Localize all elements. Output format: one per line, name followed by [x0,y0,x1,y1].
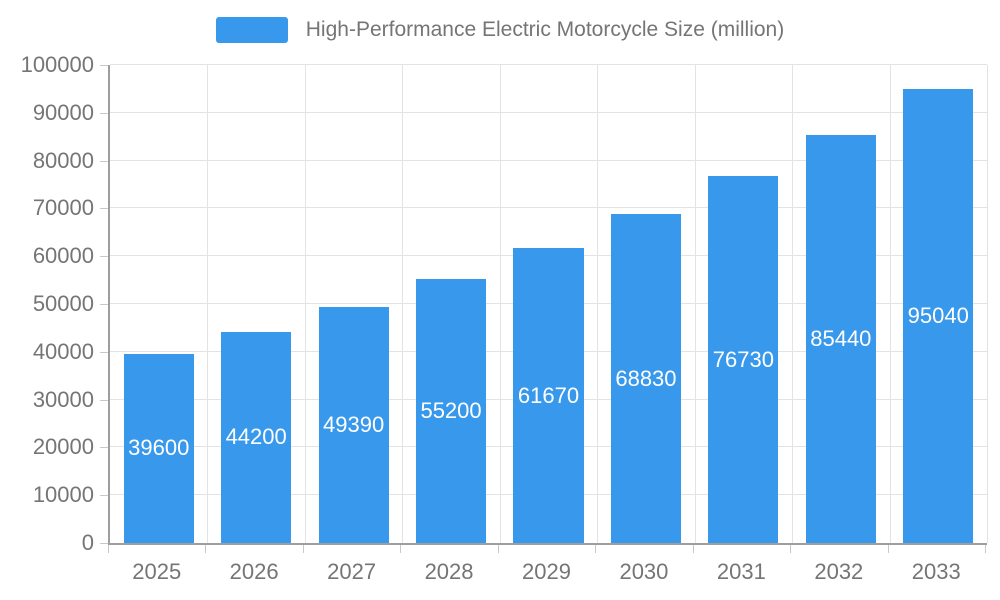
x-axis-tick [595,545,597,553]
gridline-vertical [792,65,794,543]
bar[interactable]: 55200 [415,279,487,543]
bar[interactable]: 68830 [610,214,682,543]
y-axis-tick-label: 90000 [32,99,94,125]
x-axis-tick-label: 2031 [716,559,766,584]
legend[interactable]: High-Performance Electric Motorcycle Siz… [0,17,1000,43]
y-axis-tick [100,208,108,210]
bar[interactable]: 44200 [221,331,292,543]
y-axis-tick [100,160,108,162]
gridline-vertical [987,65,988,543]
gridline-vertical [304,65,306,543]
x-axis-tick-label: 2029 [522,559,571,584]
legend-label[interactable]: High-Performance Electric Motorcycle Siz… [305,18,785,41]
x-axis-tick-label: 2026 [229,559,279,584]
gridline-vertical [694,65,696,543]
bar-value-label: 85440 [810,325,872,351]
y-axis-tick [100,447,108,449]
bar[interactable]: 61670 [513,248,584,543]
y-axis-tick-label: 20000 [32,434,94,460]
y-axis-tick [100,112,108,114]
x-axis-tick-label: 2028 [424,559,474,584]
bar-value-label: 61670 [517,382,580,408]
y-axis-tick [100,351,108,353]
gridline-horizontal [110,64,987,65]
bar-value-label: 95040 [907,302,969,328]
x-axis-tick [205,545,207,553]
gridline-vertical [889,65,891,543]
y-axis-tick-label: 0 [81,530,94,555]
x-axis-tick-label: 2030 [619,559,669,584]
y-axis-tick-label: 100000 [20,52,94,77]
bar[interactable]: 85440 [805,134,876,543]
bar-value-label: 39600 [128,435,190,461]
x-axis-tick [985,545,986,553]
x-axis-tick [790,545,792,553]
bar-value-label: 76730 [712,346,774,372]
bar-value-label: 55200 [420,398,482,424]
gridline-vertical [402,65,404,543]
x-axis-tick-label: 2027 [327,559,377,584]
y-axis-tick [100,304,108,305]
plot-area: 39600 44200 49390 55200 61670 68830 76730 85440… [108,64,988,545]
x-axis-tick [692,545,694,553]
y-axis-tick-label: 70000 [32,195,94,221]
x-axis-tick-label: 2032 [814,559,864,584]
bar[interactable]: 95040 [903,88,974,543]
bar[interactable]: 39600 [123,353,194,543]
y-axis-tick-label: 60000 [32,243,94,269]
x-axis-tick-label: 2025 [132,559,182,584]
gridline-vertical [207,65,209,543]
x-axis-tick-label: 2033 [911,559,961,584]
y-axis-tick [100,256,108,258]
x-axis-tick [497,545,499,553]
bar[interactable]: 49390 [318,306,389,543]
legend-swatch[interactable] [215,17,288,43]
bar[interactable]: 76730 [708,176,779,543]
x-axis-tick [302,545,304,553]
gridline-vertical [499,65,501,543]
y-axis-tick-label: 30000 [32,386,94,412]
y-axis-tick-label: 80000 [32,147,94,173]
x-axis-tick [400,545,402,553]
y-axis-tick [100,65,108,66]
bar-value-label: 49390 [323,411,385,437]
gridline-vertical [597,65,599,543]
bar-value-label: 44200 [225,424,287,450]
y-axis-tick [100,495,108,497]
y-axis-tick-label: 50000 [32,291,94,316]
gridline-horizontal [110,111,987,113]
x-axis-tick [887,545,889,553]
x-axis-tick [108,545,109,553]
y-axis-tick [100,543,108,544]
y-axis-tick [100,399,108,401]
y-axis-tick-label: 40000 [32,338,94,364]
y-axis-tick-label: 10000 [32,482,94,508]
bar-value-label: 68830 [615,365,677,391]
